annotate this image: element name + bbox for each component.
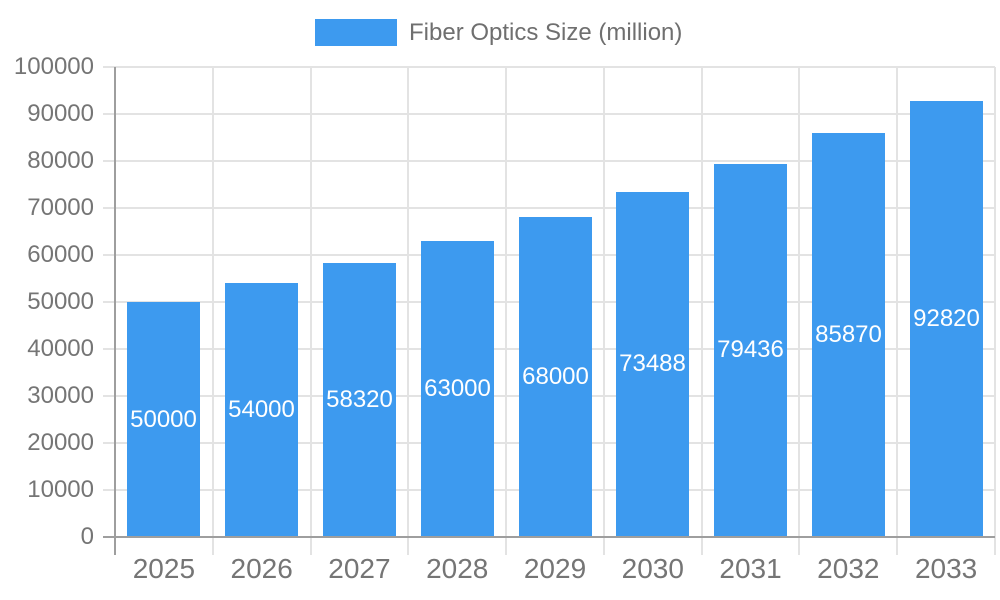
y-tick xyxy=(103,160,115,162)
x-gridline xyxy=(211,67,214,555)
bar-value-label: 50000 xyxy=(130,405,197,433)
bar-2033[interactable]: 92820 xyxy=(910,100,983,537)
bar-value-label: 85870 xyxy=(815,321,882,349)
x-tick-label: 2028 xyxy=(426,553,489,584)
bar-2025[interactable]: 50000 xyxy=(127,302,200,537)
legend-swatch xyxy=(315,19,397,46)
x-tick-label: 2031 xyxy=(719,553,782,584)
x-gridline xyxy=(700,67,703,555)
bar-2031[interactable]: 79436 xyxy=(714,163,787,537)
legend[interactable]: Fiber Optics Size (million) xyxy=(315,19,682,46)
bar-value-label: 54000 xyxy=(228,396,295,424)
x-gridline xyxy=(896,67,899,555)
x-gridline xyxy=(994,67,996,555)
y-tick xyxy=(103,113,115,115)
y-axis-line xyxy=(114,67,116,555)
bar-value-label: 58320 xyxy=(326,385,393,413)
y-tick-label: 80000 xyxy=(27,147,94,174)
x-gridline xyxy=(798,67,801,555)
bar-2028[interactable]: 63000 xyxy=(421,240,494,537)
y-tick-label: 50000 xyxy=(27,288,94,315)
bar-value-label: 63000 xyxy=(424,374,491,402)
y-tick-label: 40000 xyxy=(27,335,94,362)
bar-2026[interactable]: 54000 xyxy=(225,283,298,537)
y-tick xyxy=(103,489,115,491)
x-gridline xyxy=(602,67,605,555)
y-tick-label: 10000 xyxy=(27,476,94,503)
y-tick xyxy=(103,442,115,444)
x-tick-label: 2033 xyxy=(914,553,978,584)
bar-value-label: 68000 xyxy=(522,363,589,391)
bar-2032[interactable]: 85870 xyxy=(812,133,885,537)
x-tick-label: 2029 xyxy=(523,553,587,584)
y-tick xyxy=(103,395,115,397)
bar-2030[interactable]: 73488 xyxy=(616,191,689,537)
bar-value-label: 92820 xyxy=(913,304,980,332)
legend-label: Fiber Optics Size (million) xyxy=(409,19,683,46)
bar-2029[interactable]: 68000 xyxy=(519,217,592,537)
y-tick xyxy=(103,348,115,350)
y-tick xyxy=(103,66,115,68)
y-tick-label: 100000 xyxy=(13,53,94,80)
y-tick xyxy=(103,301,115,303)
y-gridline xyxy=(115,66,995,68)
y-tick-label: 60000 xyxy=(27,241,94,268)
y-tick-label: 90000 xyxy=(27,100,94,127)
y-gridline xyxy=(115,207,995,209)
bar-value-label: 73488 xyxy=(619,350,686,378)
y-tick xyxy=(103,254,115,256)
x-tick-label: 2030 xyxy=(621,553,684,584)
bar-2027[interactable]: 58320 xyxy=(323,262,396,537)
x-gridline xyxy=(505,67,508,555)
x-gridline xyxy=(407,67,410,555)
y-gridline xyxy=(115,113,995,115)
x-tick-label: 2025 xyxy=(132,553,196,584)
x-axis-line xyxy=(103,536,995,538)
y-tick-label: 30000 xyxy=(27,382,94,409)
y-tick-label: 70000 xyxy=(27,194,94,221)
bar-value-label: 79436 xyxy=(717,336,784,364)
y-tick xyxy=(103,207,115,209)
y-tick-label: 20000 xyxy=(27,429,94,456)
x-tick-label: 2027 xyxy=(328,553,391,584)
y-gridline xyxy=(115,160,995,162)
x-tick-label: 2026 xyxy=(230,553,293,584)
x-gridline xyxy=(309,67,312,555)
x-tick-label: 2032 xyxy=(817,553,880,584)
y-tick-label: 0 xyxy=(80,523,94,550)
